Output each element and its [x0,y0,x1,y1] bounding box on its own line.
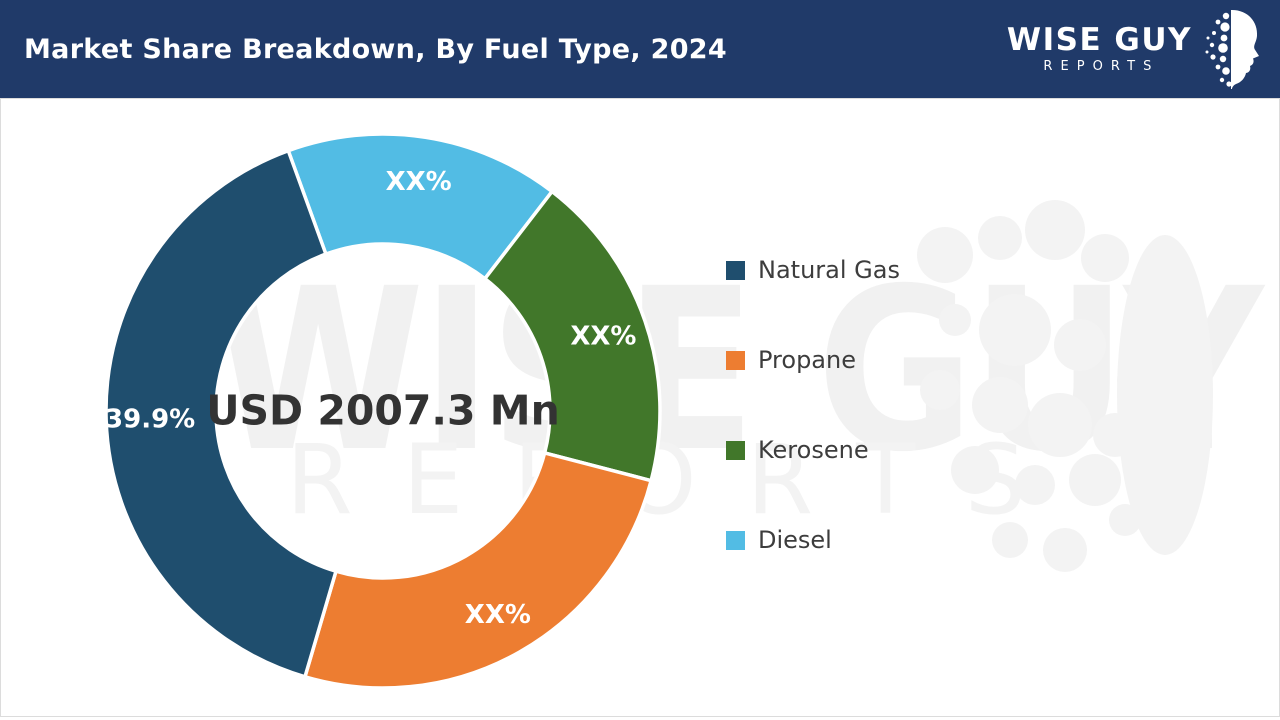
slice-label-diesel: XX% [386,167,452,197]
legend-swatch-propane [726,350,745,370]
legend-label-propane: Propane [758,346,856,374]
brand-logo: WISE GUY REPORTS [1007,0,1264,98]
legend-item-propane: Propane [726,346,900,374]
legend-item-natural-gas: Natural Gas [726,256,900,284]
donut-slice-kerosene [483,189,662,483]
logo-face-icon [1205,10,1259,89]
legend-label-kerosene: Kerosene [758,436,869,464]
legend-swatch-natural-gas [726,260,745,280]
donut-slice-natural-gas [104,148,338,679]
chart-title: Market Share Breakdown, By Fuel Type, 20… [24,33,727,65]
donut-slice-propane [303,451,653,690]
slice-label-kerosene: XX% [570,322,636,352]
legend-item-kerosene: Kerosene [726,436,900,464]
legend-item-diesel: Diesel [726,526,900,554]
slice-label-propane: XX% [465,600,531,630]
chart-legend: Natural Gas Propane Kerosene Diesel [726,256,900,616]
logo-reports-text: REPORTS [1043,59,1160,75]
donut-slice-diesel [286,132,554,281]
legend-swatch-kerosene [726,440,745,460]
header-bar: Market Share Breakdown, By Fuel Type, 20… [0,0,1280,98]
logo-text: WISE GUY REPORTS [1007,24,1192,75]
legend-swatch-diesel [726,530,745,550]
slice-label-natural-gas: 39.9% [105,405,195,435]
logo-wiseguy-text: WISE GUY [1006,21,1192,58]
legend-label-diesel: Diesel [758,526,832,554]
legend-label-natural-gas: Natural Gas [758,256,900,284]
donut-center-value: USD 2007.3 Mn [206,386,560,434]
